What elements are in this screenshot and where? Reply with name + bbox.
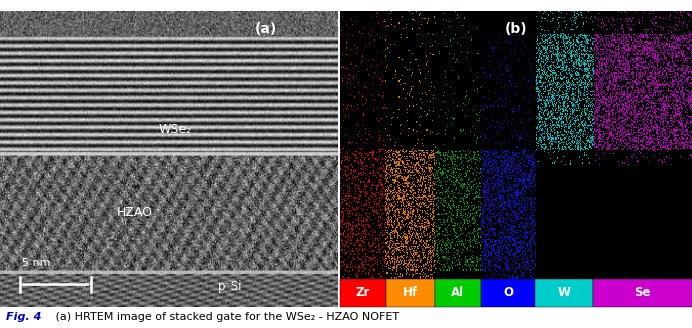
Text: W: W xyxy=(558,286,571,299)
Text: 5 nm: 5 nm xyxy=(22,258,51,268)
Text: WSe₂: WSe₂ xyxy=(159,123,192,136)
Text: Al: Al xyxy=(451,286,464,299)
Bar xyxy=(481,278,535,307)
Text: p⁻Si: p⁻Si xyxy=(217,279,242,293)
Text: Hf: Hf xyxy=(403,286,418,299)
Bar xyxy=(535,278,593,307)
Bar xyxy=(385,278,435,307)
Bar xyxy=(593,278,692,307)
Bar xyxy=(340,278,385,307)
Bar xyxy=(435,278,481,307)
Text: (b): (b) xyxy=(504,22,527,36)
Text: HZAO: HZAO xyxy=(117,206,153,219)
Text: Zr: Zr xyxy=(356,286,370,299)
Text: (a): (a) xyxy=(255,22,277,36)
Text: (a) HRTEM image of stacked gate for the WSe₂ - HZAO NOFET: (a) HRTEM image of stacked gate for the … xyxy=(45,312,399,322)
Text: Fig. 4: Fig. 4 xyxy=(6,312,41,322)
Text: O: O xyxy=(503,286,513,299)
Text: Se: Se xyxy=(635,286,651,299)
